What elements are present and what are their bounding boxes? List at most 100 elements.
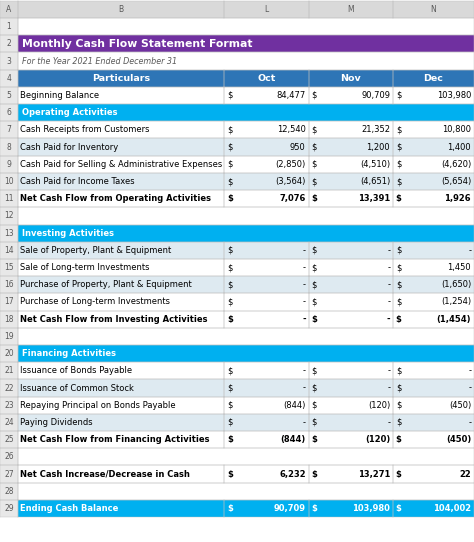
Bar: [309, 500, 393, 517]
Text: $: $: [227, 143, 232, 152]
Bar: [309, 87, 393, 104]
Text: $: $: [311, 263, 317, 272]
Bar: [0, 53, 18, 70]
Bar: [0, 345, 18, 362]
Text: 10: 10: [4, 177, 14, 186]
Text: 24: 24: [4, 418, 14, 427]
Text: $: $: [311, 384, 317, 392]
Text: 17: 17: [4, 298, 14, 306]
Text: $: $: [311, 418, 317, 427]
Bar: [0, 482, 18, 500]
Text: $: $: [227, 91, 232, 100]
Text: $: $: [396, 315, 401, 324]
Text: 13: 13: [4, 229, 14, 237]
Text: $: $: [227, 194, 233, 203]
Bar: [18, 466, 224, 482]
Text: -: -: [303, 384, 306, 392]
Text: $: $: [311, 246, 317, 255]
Bar: [309, 173, 393, 190]
Bar: [18, 276, 224, 293]
Text: (1,650): (1,650): [441, 280, 471, 289]
Text: (4,651): (4,651): [360, 177, 390, 186]
Text: (450): (450): [449, 401, 471, 410]
Text: $: $: [227, 366, 232, 375]
Bar: [18, 224, 474, 242]
Text: $: $: [227, 384, 232, 392]
Text: -: -: [303, 298, 306, 306]
Bar: [0, 87, 18, 104]
Text: Sale of Property, Plant & Equipment: Sale of Property, Plant & Equipment: [20, 246, 172, 255]
Bar: [393, 121, 474, 139]
Text: 26: 26: [4, 453, 14, 461]
Text: Paying Dividends: Paying Dividends: [20, 418, 93, 427]
Bar: [0, 293, 18, 311]
Bar: [18, 397, 224, 414]
Bar: [393, 362, 474, 379]
Bar: [0, 190, 18, 208]
Text: $: $: [396, 246, 401, 255]
Text: 22: 22: [4, 384, 14, 392]
Text: -: -: [468, 384, 471, 392]
Bar: [224, 379, 309, 397]
Text: $: $: [311, 160, 317, 169]
Bar: [0, 500, 18, 517]
Bar: [0, 328, 18, 345]
Bar: [224, 139, 309, 156]
Text: $: $: [227, 280, 232, 289]
Text: 6,232: 6,232: [279, 469, 306, 479]
Text: $: $: [396, 366, 401, 375]
Text: $: $: [396, 401, 401, 410]
Text: $: $: [227, 315, 233, 324]
Text: $: $: [311, 435, 317, 444]
Bar: [0, 208, 18, 224]
Text: 4: 4: [7, 74, 11, 83]
Text: 22: 22: [459, 469, 471, 479]
Bar: [0, 104, 18, 121]
Bar: [309, 431, 393, 448]
Text: N: N: [430, 5, 437, 14]
Bar: [0, 259, 18, 276]
Text: $: $: [396, 143, 401, 152]
Text: 19: 19: [4, 332, 14, 341]
Text: $: $: [311, 366, 317, 375]
Bar: [18, 448, 474, 466]
Bar: [18, 242, 224, 259]
Bar: [309, 293, 393, 311]
Bar: [393, 431, 474, 448]
Bar: [0, 242, 18, 259]
Text: A: A: [6, 5, 12, 14]
Bar: [224, 431, 309, 448]
Text: $: $: [396, 177, 401, 186]
Text: 8: 8: [7, 143, 11, 152]
Text: 90,709: 90,709: [273, 504, 306, 513]
Text: -: -: [303, 366, 306, 375]
Bar: [18, 482, 474, 500]
Text: Cash Paid for Inventory: Cash Paid for Inventory: [20, 143, 118, 152]
Text: L: L: [264, 5, 268, 14]
Text: 15: 15: [4, 263, 14, 272]
Text: -: -: [303, 280, 306, 289]
Bar: [224, 70, 309, 87]
Text: $: $: [396, 298, 401, 306]
Bar: [224, 397, 309, 414]
Text: 104,002: 104,002: [433, 504, 471, 513]
Text: -: -: [468, 246, 471, 255]
Text: $: $: [396, 418, 401, 427]
Text: 20: 20: [4, 349, 14, 358]
Bar: [0, 156, 18, 173]
Text: (5,654): (5,654): [441, 177, 471, 186]
Text: 1,400: 1,400: [447, 143, 471, 152]
Text: 21,352: 21,352: [361, 125, 390, 134]
Text: Purchase of Long-term Investments: Purchase of Long-term Investments: [20, 298, 170, 306]
Text: (4,620): (4,620): [441, 160, 471, 169]
Bar: [0, 1, 18, 18]
Text: -: -: [303, 246, 306, 255]
Bar: [393, 293, 474, 311]
Text: M: M: [347, 5, 354, 14]
Text: Cash Paid for Income Taxes: Cash Paid for Income Taxes: [20, 177, 135, 186]
Bar: [393, 466, 474, 482]
Text: -: -: [302, 315, 306, 324]
Bar: [309, 379, 393, 397]
Text: 1,926: 1,926: [445, 194, 471, 203]
Text: -: -: [387, 246, 390, 255]
